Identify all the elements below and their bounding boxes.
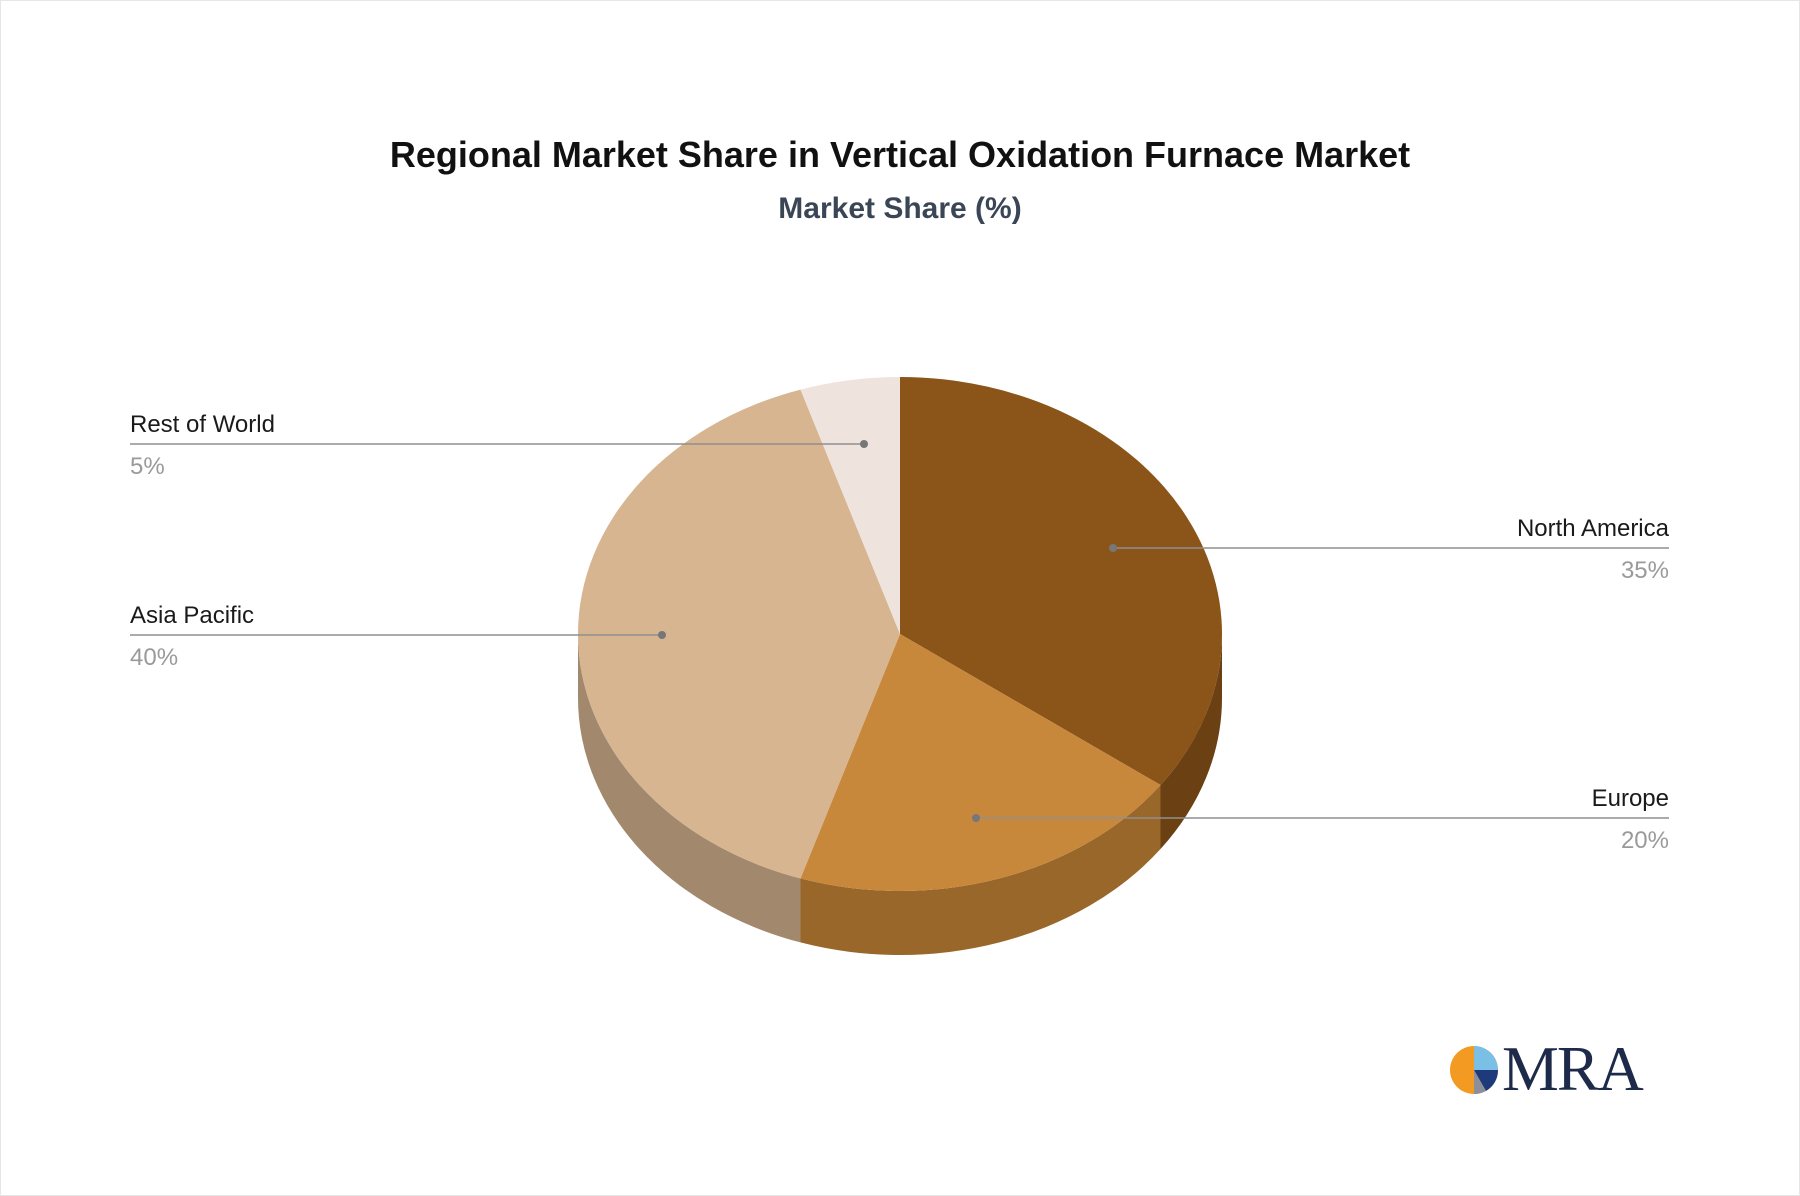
value-label-north-america: 35% [1621,557,1669,584]
label-rest-of-world: Rest of World [130,411,275,438]
pie-side-europe [800,785,1161,955]
value-label-rest-of-world: 5% [130,453,165,480]
value-label-europe: 20% [1621,827,1669,854]
pie-slice-asia-pacific[interactable] [578,389,900,879]
label-north-america: North America [1517,515,1670,542]
leader-dot-north-america [1109,544,1117,552]
pie-slice-north-america[interactable] [900,377,1222,786]
pie-side-north-america [1160,634,1222,850]
chart-subtitle: Market Share (%) [778,192,1022,225]
value-label-asia-pacific: 40% [130,644,178,671]
pie-slice-europe[interactable] [800,634,1161,891]
pie-depth-layer [578,634,1222,955]
leader-dot-asia-pacific [658,631,666,639]
pie-labels-layer: North America 35% Europe 20% Asia Pacific 40%… [130,411,1670,854]
chart-title: Regional Market Share in Vertical Oxidat… [389,134,1411,175]
pie-slice-rest-of-world[interactable] [800,377,900,634]
pie-top-layer [578,377,1222,891]
label-asia-pacific: Asia Pacific [130,602,254,629]
pie-side-asia-pacific [578,634,801,943]
leader-dot-europe [972,814,980,822]
leader-dot-rest-of-world [860,440,868,448]
label-europe: Europe [1592,785,1669,812]
logo-text: MRA [1502,1033,1644,1104]
mra-logo-icon [1450,1046,1499,1095]
